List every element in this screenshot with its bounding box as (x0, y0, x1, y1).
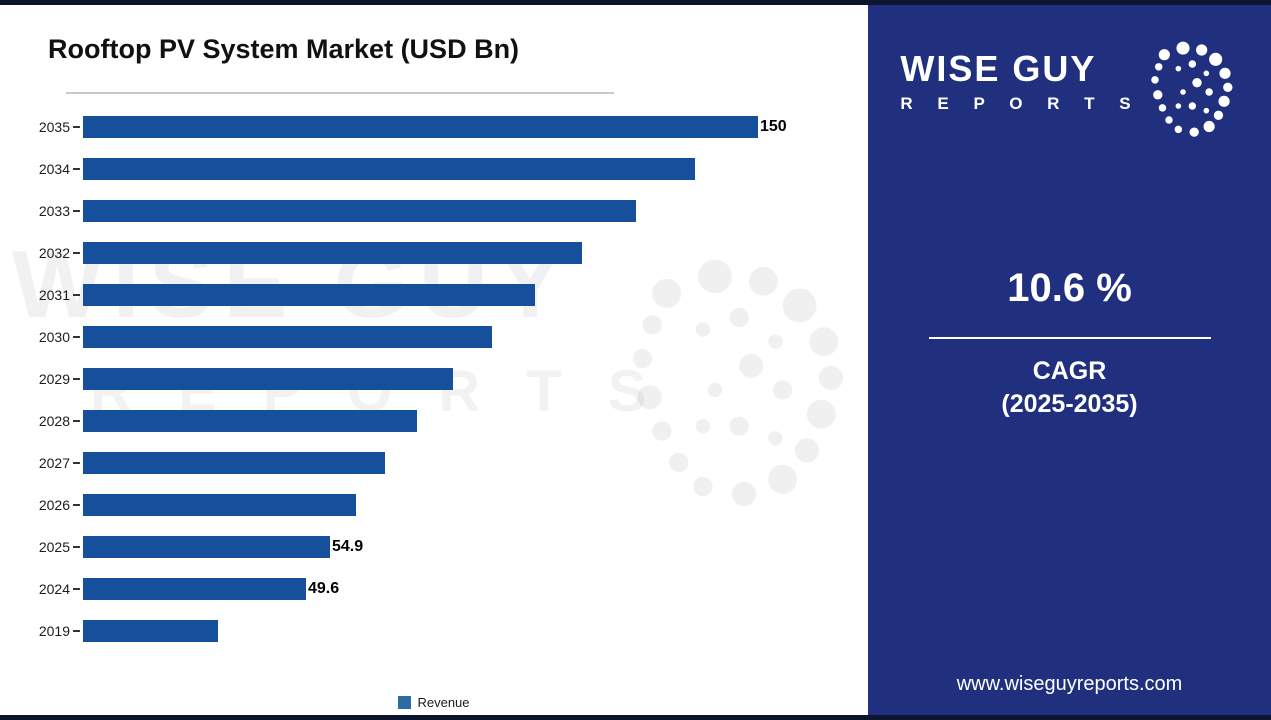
y-axis-label: 2032 (38, 245, 70, 261)
y-axis-label: 2025 (38, 539, 70, 555)
y-axis-label: 2033 (38, 203, 70, 219)
revenue-bar (83, 200, 636, 222)
bar-value-label: 49.6 (308, 580, 340, 597)
axis-tick (73, 252, 80, 254)
chart-title: Rooftop PV System Market (USD Bn) (48, 34, 520, 64)
axis-tick (73, 126, 80, 128)
cagr-period: (2025-2035) (1001, 390, 1138, 418)
axis-tick (73, 210, 80, 212)
axis-tick (73, 168, 80, 170)
logo-head-dots-icon (1150, 41, 1233, 137)
axis-tick (73, 420, 80, 422)
bar-row: 2033 (0, 190, 868, 232)
revenue-bar (83, 284, 535, 306)
chart-legend: Revenue (0, 695, 868, 710)
revenue-bar (83, 452, 385, 474)
chart-area: Rooftop PV System Market (USD Bn) WISE G… (0, 34, 868, 710)
axis-tick (73, 588, 80, 590)
revenue-bar (83, 620, 218, 642)
axis-tick (73, 546, 80, 548)
revenue-bar (83, 242, 582, 264)
bar-chart: 2035 150 2034 2033 2032 2031 2030 2029 2028 2027 2… (0, 106, 868, 652)
logo-text: WISE GUY R E P O R T S (900, 48, 1140, 114)
axis-tick (73, 504, 80, 506)
bottom-border (0, 715, 1271, 720)
y-axis-label: 2031 (38, 287, 70, 303)
y-axis-label: 2028 (38, 413, 70, 429)
revenue-bar (83, 158, 695, 180)
top-border (0, 0, 1271, 5)
cagr-label: CAGR (1032, 357, 1107, 385)
y-axis-label: 2035 (38, 119, 70, 135)
axis-tick (73, 336, 80, 338)
y-axis-label: 2034 (38, 161, 70, 177)
revenue-bar (83, 326, 492, 348)
bar-row: 2025 54.9 (0, 526, 868, 568)
cagr-divider (928, 337, 1211, 339)
y-axis-label: 2024 (38, 581, 70, 597)
revenue-bar (83, 578, 306, 600)
bar-row: 2019 (0, 610, 868, 652)
revenue-bar (83, 536, 330, 558)
bar-row: 2029 (0, 358, 868, 400)
axis-tick (73, 378, 80, 380)
revenue-bar (83, 368, 453, 390)
bar-value-label: 150 (760, 118, 787, 135)
cagr-value: 10.6 % (1007, 266, 1132, 310)
bar-row: 2035 150 (0, 106, 868, 148)
legend-swatch (398, 696, 412, 709)
title-divider (66, 92, 614, 94)
y-axis-label: 2026 (38, 497, 70, 513)
axis-tick (73, 294, 80, 296)
brand-panel: WISE GUY R E P O R T S 10.6 % CAGR (868, 0, 1271, 720)
y-axis-label: 2029 (38, 371, 70, 387)
bar-row: 2034 (0, 148, 868, 190)
bar-row: 2027 (0, 442, 868, 484)
axis-tick (73, 630, 80, 632)
legend-label: Revenue (417, 695, 470, 710)
y-axis-label: 2019 (38, 623, 70, 639)
bar-row: 2031 (0, 274, 868, 316)
bar-value-label: 54.9 (332, 538, 364, 555)
bar-row: 2024 49.6 (0, 568, 868, 610)
axis-tick (73, 462, 80, 464)
revenue-bar (83, 116, 758, 138)
logo-line1: WISE GUY (900, 48, 1097, 89)
revenue-bar (83, 494, 356, 516)
bar-row: 2030 (0, 316, 868, 358)
bar-row: 2028 (0, 400, 868, 442)
bar-row: 2026 (0, 484, 868, 526)
wiseguy-logo: WISE GUY R E P O R T S (900, 41, 1238, 144)
y-axis-label: 2027 (38, 455, 70, 471)
website-url: www.wiseguyreports.com (956, 673, 1183, 695)
revenue-bar (83, 410, 417, 432)
logo-line2: R E P O R T S (900, 94, 1141, 113)
y-axis-label: 2030 (38, 329, 70, 345)
bar-row: 2032 (0, 232, 868, 274)
